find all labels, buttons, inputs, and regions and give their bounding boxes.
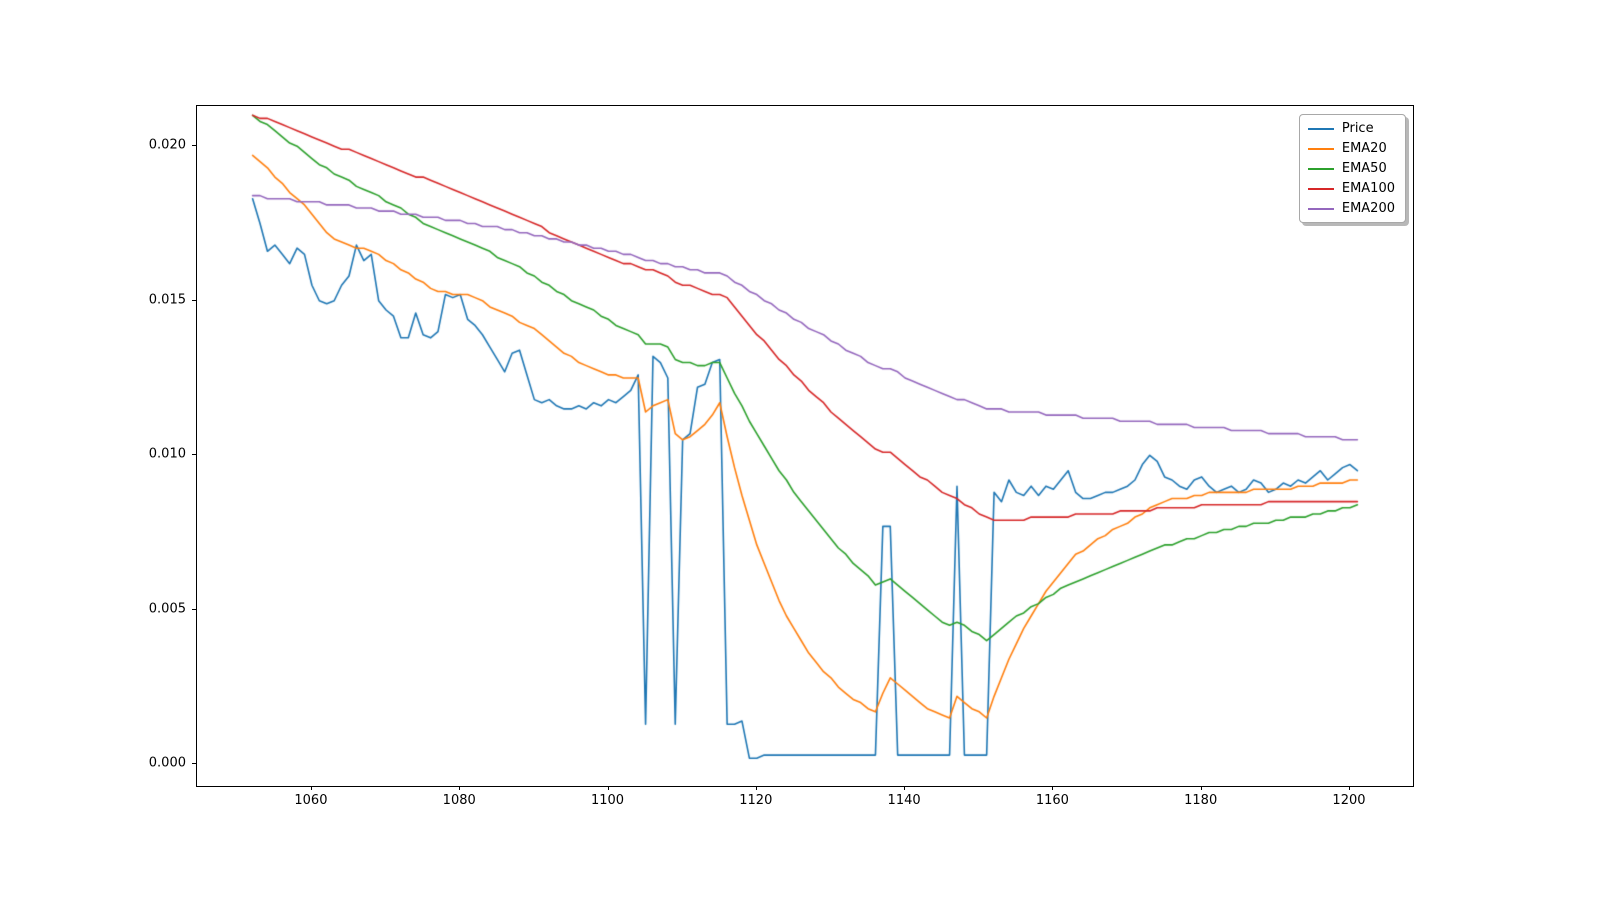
x-tick-label: 1120 (739, 793, 773, 808)
plot-area: Price EMA20 EMA50 EMA100 EMA200 (196, 105, 1414, 787)
x-tick-mark (755, 786, 757, 790)
x-tick-label: 1180 (1184, 793, 1218, 808)
chart-canvas (197, 106, 1413, 786)
x-tick-mark (1052, 786, 1054, 790)
legend-item: EMA50 (1307, 160, 1395, 177)
legend-label: EMA200 (1341, 201, 1395, 216)
x-tick-mark (1200, 786, 1202, 790)
y-tick-label: 0.010 (148, 446, 186, 462)
legend-line-swatch (1307, 187, 1334, 190)
legend-label: EMA20 (1341, 141, 1387, 156)
legend-label: EMA50 (1341, 161, 1387, 176)
legend-line-swatch (1307, 167, 1334, 170)
x-tick-label: 1160 (1035, 793, 1069, 808)
legend-item: EMA20 (1307, 140, 1395, 157)
x-tick-mark (607, 786, 609, 790)
legend-line-swatch (1307, 207, 1334, 210)
legend-item: Price (1307, 120, 1395, 137)
x-tick-label: 1140 (887, 793, 921, 808)
x-tick-label: 1060 (294, 793, 328, 808)
y-tick-mark (192, 145, 196, 147)
x-tick-mark (904, 786, 906, 790)
y-tick-mark (192, 299, 196, 301)
x-tick-mark (459, 786, 461, 790)
legend-line-swatch (1307, 127, 1334, 130)
legend-line-swatch (1307, 147, 1334, 150)
legend-item: EMA200 (1307, 200, 1395, 217)
x-tick-label: 1080 (442, 793, 476, 808)
x-tick-mark (310, 786, 312, 790)
y-tick-label: 0.020 (148, 137, 186, 153)
legend: Price EMA20 EMA50 EMA100 EMA200 (1298, 114, 1406, 223)
x-tick-mark (1348, 786, 1350, 790)
y-tick-label: 0.000 (148, 755, 186, 771)
y-tick-label: 0.005 (148, 601, 186, 617)
legend-label: EMA100 (1341, 181, 1395, 196)
x-tick-label: 1100 (590, 793, 625, 808)
y-tick-mark (192, 608, 196, 610)
legend-item: EMA100 (1307, 180, 1395, 197)
legend-label: Price (1341, 121, 1374, 136)
y-tick-mark (192, 763, 196, 765)
y-tick-mark (192, 454, 196, 456)
y-tick-label: 0.015 (148, 292, 186, 308)
x-tick-label: 1200 (1332, 793, 1366, 808)
